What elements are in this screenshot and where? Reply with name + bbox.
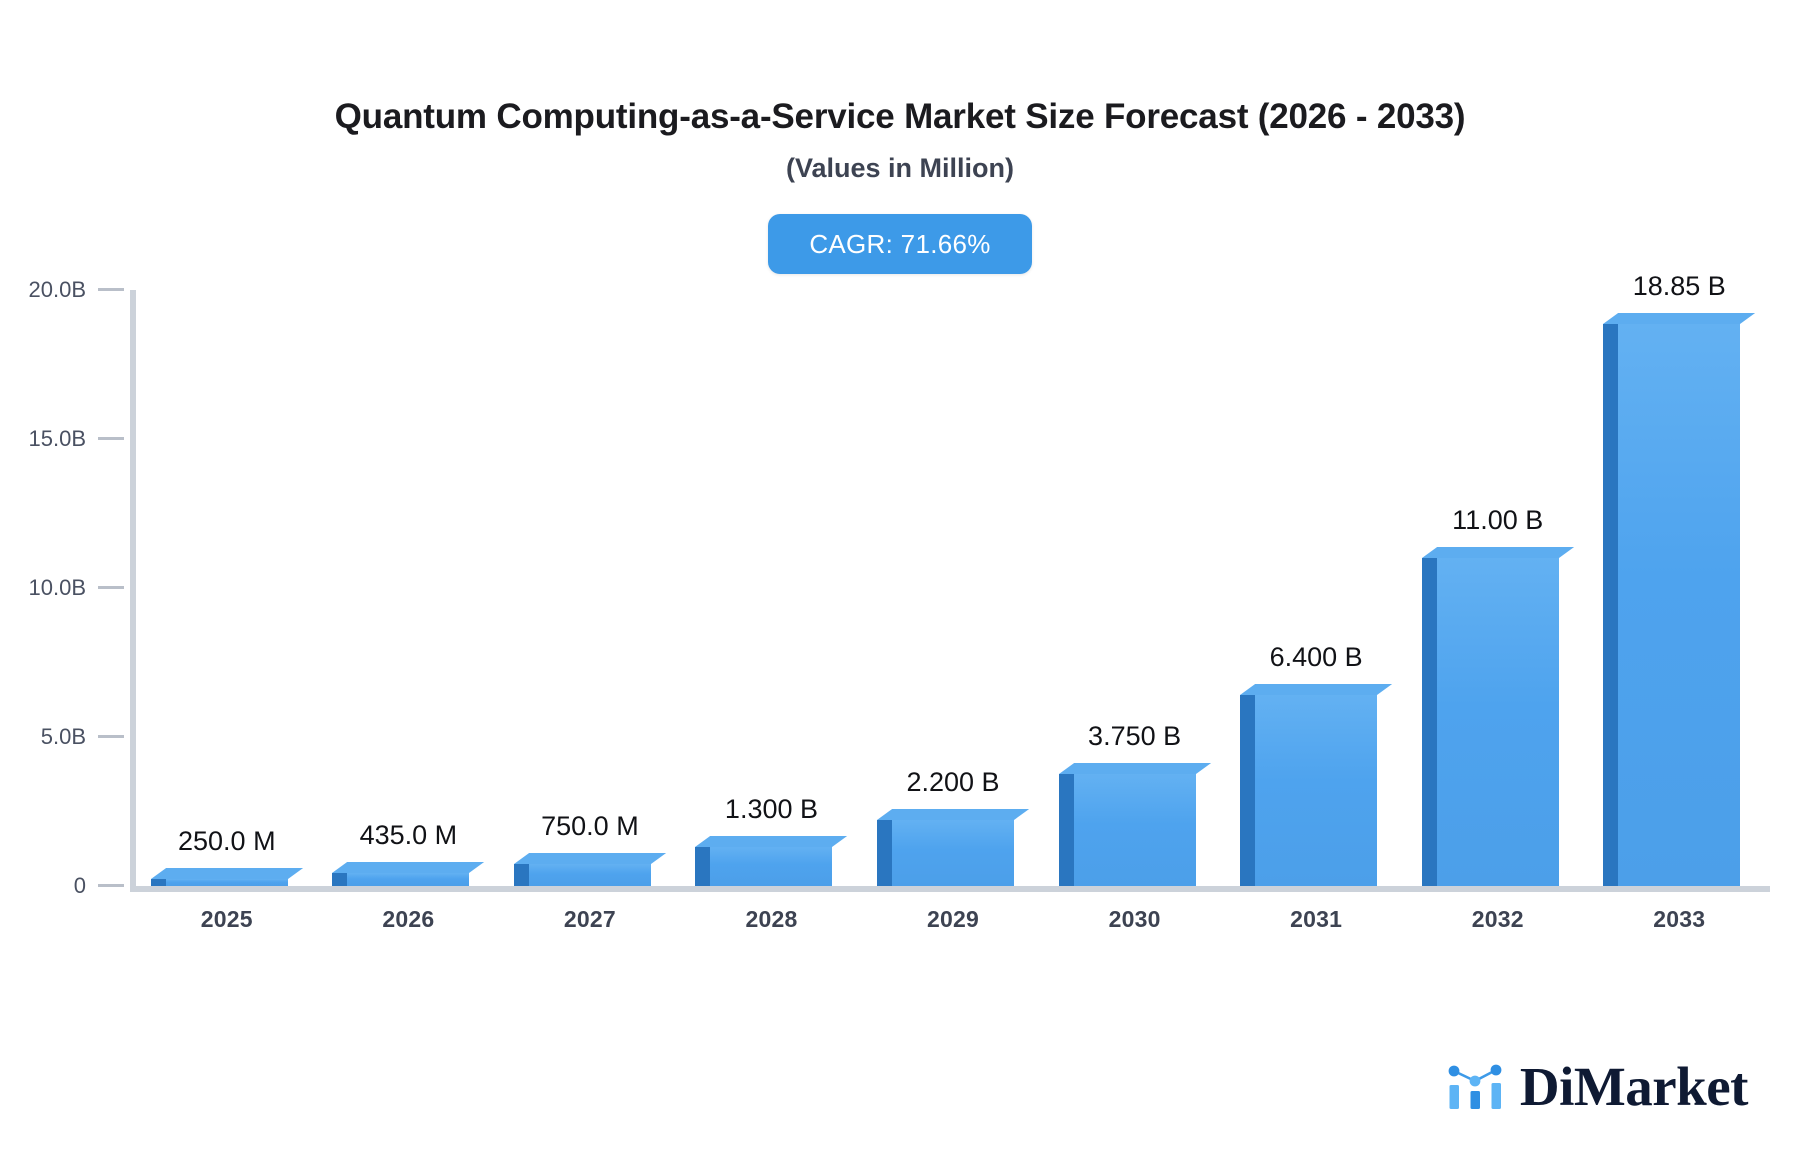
- bar[interactable]: 18.85 B: [1603, 271, 1756, 886]
- bar-slot: 750.0 M: [499, 290, 681, 886]
- bar-front-face: [165, 878, 288, 886]
- bar-top-face: [1421, 547, 1574, 559]
- bar-front-face: [347, 873, 470, 886]
- y-axis-tick: 10.0B: [0, 575, 124, 601]
- bar-side-face: [1240, 695, 1256, 886]
- brand-logo: DiMarket: [1446, 1056, 1749, 1117]
- x-axis-label: 2031: [1290, 906, 1343, 932]
- bar-front-face: [710, 847, 833, 886]
- y-axis-tick-label: 15.0B: [28, 426, 87, 451]
- x-axis-label: 2029: [927, 906, 980, 932]
- x-axis-label: 2028: [745, 906, 798, 932]
- bar-top-face: [513, 852, 667, 864]
- x-axis-label: 2026: [382, 906, 435, 932]
- bar-top-face: [1240, 684, 1393, 696]
- x-axis-labels: 2025 2026 2027 2028 2029 2030 2031 2032 2033: [136, 906, 1770, 933]
- y-axis-tick-mark: [98, 585, 124, 589]
- bar-side-face: [695, 847, 711, 886]
- bar-slot: 18.85 B: [1589, 271, 1771, 886]
- bar[interactable]: 3.750 B: [1058, 721, 1211, 886]
- bar-value-label: 2.200 B: [906, 767, 1000, 798]
- chart-subtitle: (Values in Million): [785, 153, 1015, 183]
- cagr-badge: CAGR: 71.66%: [768, 214, 1032, 275]
- bar-side-face: [513, 863, 529, 886]
- plot-area: 20.0B 15.0B 10.0B 5.0B 0 250.0 M 435.0 M 750.0…: [29, 271, 1771, 898]
- cagr-badge-container: CAGR: 71.66%: [0, 214, 1800, 275]
- bar-top-face: [150, 867, 303, 879]
- bar-top-face: [1058, 763, 1211, 775]
- bar-slot: 2.200 B: [862, 290, 1044, 886]
- x-axis-label: 2027: [563, 906, 616, 932]
- bar-top-face: [332, 862, 485, 874]
- bar[interactable]: 6.400 B: [1240, 642, 1393, 886]
- bar-slot: 11.00 B: [1407, 290, 1589, 886]
- x-axis-label: 2033: [1653, 906, 1706, 932]
- bar-value-label: 6.400 B: [1269, 642, 1363, 673]
- bar-top-face: [1603, 313, 1756, 325]
- y-axis-tick-mark: [98, 287, 124, 291]
- bar-slot: 6.400 B: [1225, 290, 1407, 886]
- bar-chart-trend-icon: [1446, 1061, 1506, 1113]
- bar-value-label: 11.00 B: [1452, 505, 1544, 536]
- bar-side-face: [150, 878, 166, 886]
- bar-value-label: 750.0 M: [541, 810, 639, 841]
- y-axis-tick-mark: [98, 883, 124, 887]
- bar-slot: 250.0 M: [136, 290, 318, 886]
- bar-front-face: [1618, 324, 1741, 886]
- bar-front-face: [892, 820, 1015, 886]
- bar-value-label: 3.750 B: [1088, 721, 1182, 752]
- x-axis-line: [130, 886, 1770, 892]
- bar-series: 250.0 M 435.0 M 750.0 M 1.300 B 2.200 B 3.750…: [136, 271, 1771, 886]
- bar-front-face: [528, 863, 651, 886]
- bar[interactable]: 1.300 B: [695, 794, 848, 886]
- y-axis-tick-label: 20.0B: [28, 277, 87, 302]
- bar-side-face: [1603, 324, 1619, 886]
- bar[interactable]: 2.200 B: [877, 767, 1030, 886]
- bar-side-face: [1421, 558, 1437, 886]
- x-axis-label: 2030: [1108, 906, 1161, 932]
- y-axis-tick-label: 10.0B: [28, 575, 87, 600]
- bar-slot: 3.750 B: [1044, 290, 1226, 886]
- y-axis-tick: 5.0B: [0, 724, 124, 750]
- y-axis-tick: 15.0B: [0, 426, 124, 452]
- bar-side-face: [877, 820, 893, 886]
- chart-header: Quantum Computing-as-a-Service Market Si…: [0, 0, 1800, 184]
- y-axis-tick: 0: [0, 873, 124, 899]
- bar-top-face: [877, 809, 1030, 821]
- y-axis-tick-mark: [98, 436, 124, 440]
- bar-slot: 1.300 B: [681, 290, 863, 886]
- x-axis-label: 2032: [1471, 906, 1524, 932]
- y-axis-tick-label: 5.0B: [40, 724, 86, 749]
- bar-top-face: [695, 836, 848, 848]
- bar-side-face: [1058, 774, 1074, 886]
- bar-value-label: 18.85 B: [1632, 271, 1726, 302]
- bar-value-label: 250.0 M: [178, 825, 276, 856]
- y-axis-tick: 20.0B: [0, 277, 124, 303]
- page-title: Quantum Computing-as-a-Service Market Si…: [334, 97, 1466, 136]
- bar-front-face: [1073, 774, 1196, 886]
- bar-slot: 435.0 M: [318, 290, 500, 886]
- y-axis-tick-mark: [98, 734, 124, 738]
- y-axis-line: [130, 290, 136, 886]
- bar-value-label: 435.0 M: [359, 820, 458, 851]
- bar-front-face: [1436, 558, 1559, 886]
- bar[interactable]: 435.0 M: [332, 820, 485, 886]
- bar[interactable]: 750.0 M: [513, 811, 667, 886]
- bar-value-label: 1.300 B: [724, 794, 819, 825]
- bar-side-face: [332, 873, 348, 886]
- brand-name: DiMarket: [1519, 1056, 1749, 1117]
- y-axis-tick-label: 0: [73, 873, 86, 898]
- bar-front-face: [1255, 695, 1378, 886]
- bar[interactable]: 250.0 M: [150, 826, 303, 886]
- x-axis-label: 2025: [200, 906, 253, 932]
- bar[interactable]: 11.00 B: [1421, 505, 1574, 886]
